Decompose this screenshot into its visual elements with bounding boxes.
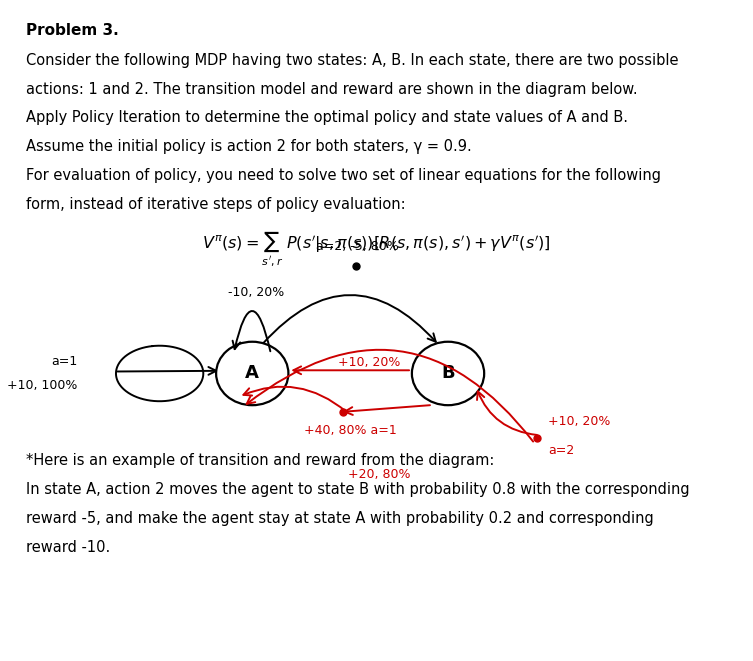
Text: a=1: a=1 — [51, 355, 78, 368]
Text: +40, 80% a=1: +40, 80% a=1 — [303, 424, 397, 437]
Text: +10, 20%: +10, 20% — [338, 356, 400, 369]
Text: Apply Policy Iteration to determine the optimal policy and state values of A and: Apply Policy Iteration to determine the … — [26, 110, 628, 126]
Text: In state A, action 2 moves the agent to state B with probability 0.8 with the co: In state A, action 2 moves the agent to … — [26, 483, 690, 497]
Text: A: A — [245, 364, 259, 383]
Text: $V^{\pi}(s) = \sum_{s',r} \ P(s'|s, \pi(s))[R(s, \pi(s), s') + \gamma V^{\pi}(s': $V^{\pi}(s) = \sum_{s',r} \ P(s'|s, \pi(… — [202, 229, 551, 268]
Text: Consider the following MDP having two states: A, B. In each state, there are two: Consider the following MDP having two st… — [26, 53, 679, 68]
Text: actions: 1 and 2. The transition model and reward are shown in the diagram below: actions: 1 and 2. The transition model a… — [26, 82, 638, 97]
Text: -10, 20%: -10, 20% — [228, 286, 284, 299]
Text: Assume the initial policy is action 2 for both staters, γ = 0.9.: Assume the initial policy is action 2 fo… — [26, 139, 472, 154]
Text: Problem 3.: Problem 3. — [26, 23, 119, 38]
Text: a=2: a=2 — [548, 444, 575, 457]
Text: For evaluation of policy, you need to solve two set of linear equations for the : For evaluation of policy, you need to so… — [26, 168, 661, 183]
Text: *Here is an example of transition and reward from the diagram:: *Here is an example of transition and re… — [26, 453, 495, 469]
Text: reward -5, and make the agent stay at state A with probability 0.2 and correspon: reward -5, and make the agent stay at st… — [26, 511, 654, 526]
Text: form, instead of iterative steps of policy evaluation:: form, instead of iterative steps of poli… — [26, 197, 406, 212]
Text: a=2, -5, 80%: a=2, -5, 80% — [316, 239, 399, 253]
Circle shape — [412, 342, 484, 405]
Text: B: B — [441, 364, 455, 383]
Text: +10, 100%: +10, 100% — [8, 379, 78, 392]
Circle shape — [216, 342, 288, 405]
Text: reward -10.: reward -10. — [26, 540, 111, 555]
Text: +20, 80%: +20, 80% — [348, 468, 411, 481]
Text: +10, 20%: +10, 20% — [548, 415, 611, 428]
